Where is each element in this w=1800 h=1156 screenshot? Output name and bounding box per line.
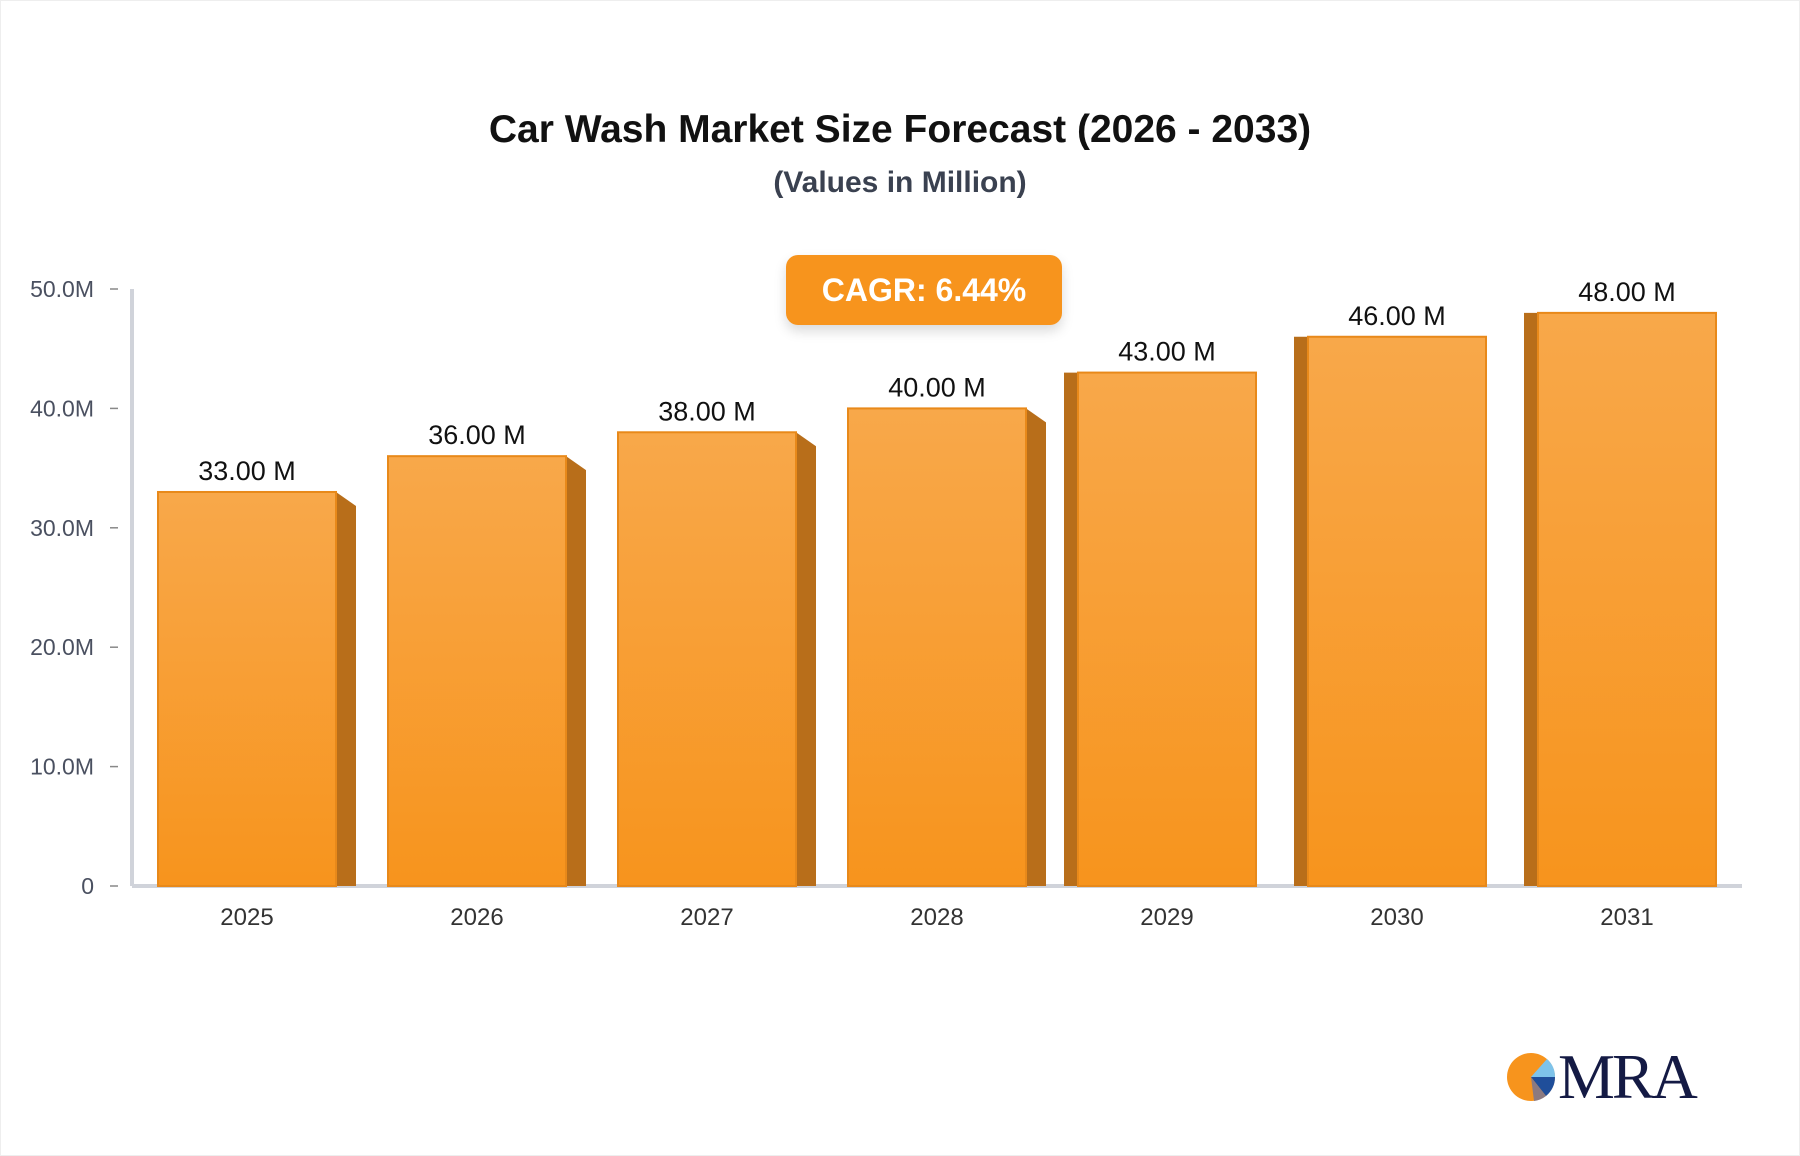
bar-side [1524, 312, 1538, 886]
data-label: 40.00 M [888, 372, 986, 402]
data-label: 36.00 M [428, 420, 526, 450]
bar-side-top [1524, 312, 1538, 331]
x-tick-label: 2025 [220, 904, 273, 931]
bar [1537, 311, 1717, 887]
y-tick-label: 20.0M [30, 634, 94, 660]
y-tick-label: 0 [81, 873, 94, 899]
data-label: 38.00 M [658, 396, 756, 426]
bar [617, 431, 797, 887]
bar-side [1294, 336, 1308, 886]
bar-side-top [1064, 372, 1078, 391]
bar-side [1026, 408, 1046, 886]
logo-text: MRA [1558, 1041, 1698, 1112]
x-tick-label: 2030 [1370, 904, 1423, 931]
x-tick-label: 2028 [910, 904, 963, 931]
chart-subtitle: (Values in Million) [773, 166, 1027, 199]
bar-side [796, 432, 816, 886]
bar [387, 455, 567, 887]
data-label: 46.00 M [1348, 301, 1446, 331]
bar-side [566, 456, 586, 886]
y-tick-label: 50.0M [30, 276, 94, 302]
y-tick-label: 30.0M [30, 515, 94, 541]
bar-side [336, 491, 356, 886]
data-label: 43.00 M [1118, 337, 1216, 367]
x-tick-label: 2031 [1600, 904, 1653, 931]
bar-side [1064, 372, 1078, 887]
cagr-badge: CAGR: 6.44% [786, 255, 1062, 325]
x-tick-label: 2029 [1140, 904, 1193, 931]
bar [157, 490, 337, 887]
bar [1307, 335, 1487, 887]
bar [847, 407, 1027, 887]
y-tick-label: 40.0M [30, 395, 94, 421]
pie-logo-icon [1507, 1053, 1556, 1101]
data-label: 48.00 M [1578, 277, 1676, 307]
x-tick-label: 2026 [450, 904, 503, 931]
data-label: 33.00 M [198, 456, 296, 486]
y-tick-label: 10.0M [30, 754, 94, 780]
mra-logo: MRA [1506, 1040, 1698, 1114]
bar-side-top [1294, 336, 1308, 355]
x-tick-label: 2027 [680, 904, 733, 931]
chart-title: Car Wash Market Size Forecast (2026 - 20… [488, 108, 1312, 151]
bar [1077, 371, 1257, 887]
